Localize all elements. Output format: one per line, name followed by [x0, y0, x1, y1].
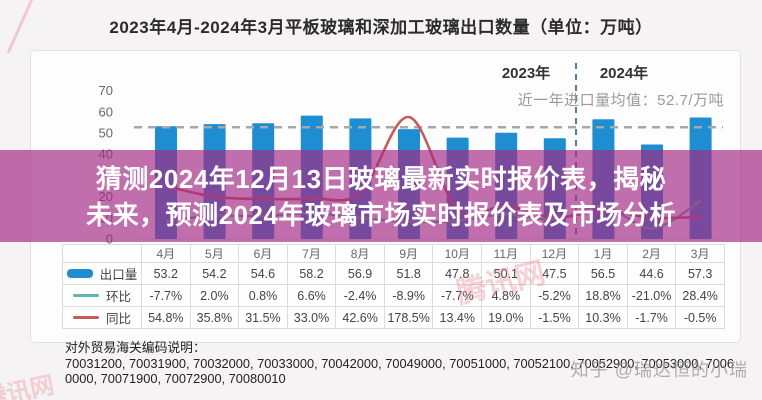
customs-codes-line-2: 0000, 70071900, 70072900, 70080010	[65, 371, 286, 386]
table-month-header-cell: 3月	[675, 244, 725, 263]
table-month-header-cell: 4月	[141, 244, 191, 263]
year-2024-label: 2024年	[599, 65, 649, 82]
export-bar-7月	[300, 115, 323, 239]
table-value-cell: -2.4%	[335, 284, 385, 307]
table-month-header-cell: 9月	[383, 244, 434, 263]
table-value-cell: 47.8	[432, 262, 483, 285]
series-name-label: 出口量	[99, 268, 138, 282]
table-value-cell: 58.2	[286, 262, 337, 285]
table-value-cell: 53.2	[141, 262, 191, 285]
page-title: 2023年4月-2024年3月平板玻璃和深加工玻璃出口数量（单位：万吨）	[109, 18, 653, 37]
yoy-line	[165, 115, 701, 220]
y-axis-tick-20: 20	[99, 189, 113, 204]
table-month-header-cell: 10月	[432, 244, 483, 263]
export-bar-12月	[543, 138, 566, 239]
export-bar-8月	[349, 118, 372, 239]
footer-note: 对外贸易海关编码说明： 70031200, 70031900, 70032000…	[65, 340, 734, 387]
table-value-cell: 2.0%	[189, 284, 240, 307]
table-value-cell: 44.6	[626, 262, 677, 285]
table-value-cell: 47.5	[529, 262, 580, 285]
table-value-cell: 56.5	[578, 262, 628, 285]
average-line-label: 近一年进口量均值：52.7/万吨	[517, 92, 724, 109]
table-value-cell: 35.8%	[189, 306, 240, 329]
table-row-mom: 环比 -7.7% 2.0% 0.8% 6.6% -2.4% -8.9% -7.7% 4.8% -5…	[62, 284, 725, 307]
export-bar-1月	[592, 119, 615, 239]
table-row-yoy: 同比 54.8% 35.8% 31.5% 33.0% 42.6% 178.5% 13.4% 19…	[62, 306, 725, 329]
series-name-label: 环比	[105, 290, 131, 304]
y-axis-tick-10: 10	[99, 210, 113, 225]
table-month-header-cell: 1月	[578, 244, 628, 263]
table-value-cell: 56.9	[335, 262, 385, 285]
table-value-cell: 51.8	[383, 262, 434, 285]
table-value-cell: 50.1	[481, 262, 531, 285]
table-row-export: 出口量 53.2 54.2 54.6 58.2 56.9 51.8 47.8 50.1 47.5 5…	[62, 262, 725, 285]
table-value-cell: 54.6	[238, 262, 288, 285]
table-value-cell: 57.3	[675, 262, 725, 285]
table-month-header-cell: 7月	[286, 244, 337, 263]
table-value-cell: 42.6%	[335, 306, 385, 329]
y-axis-tick-30: 30	[99, 168, 113, 183]
table-value-cell: 178.5%	[383, 306, 434, 329]
export-bar-10月	[446, 137, 469, 239]
export-bar-4月	[155, 126, 177, 239]
y-axis-tick-60: 60	[99, 104, 113, 119]
table-value-cell: -8.9%	[383, 284, 434, 307]
table-legend-header-cell	[62, 244, 142, 263]
bar-swatch-icon	[66, 269, 93, 278]
table-month-header-cell: 2月	[626, 244, 677, 263]
table-value-cell: -21.0%	[626, 284, 677, 307]
table-value-cell: -1.7%	[626, 306, 677, 329]
mom-line	[165, 199, 702, 230]
export-bar-11月	[495, 132, 518, 239]
table-value-cell: -7.7%	[141, 284, 191, 307]
customs-codes-line-1: 70031200, 70031900, 70032000, 70033000, …	[65, 355, 734, 371]
table-month-header-row: 4月 5月 6月 7月 8月 9月 10月 11月 12月 1月 2月 3月	[62, 244, 725, 263]
table-value-cell: 19.0%	[481, 306, 531, 329]
table-month-header-cell: 11月	[481, 244, 531, 263]
data-table: 4月 5月 6月 7月 8月 9月 10月 11月 12月 1月 2月 3月 出口量 53.2 54.2 54…	[62, 244, 725, 329]
year-2023-label: 2023年	[501, 65, 551, 82]
table-value-cell: -0.5%	[675, 306, 725, 329]
table-value-cell: 54.8%	[141, 306, 191, 329]
table-month-header-cell: 5月	[189, 244, 240, 263]
export-bar-3月	[689, 117, 712, 239]
table-value-cell: 18.8%	[578, 284, 628, 307]
table-value-cell: -1.5%	[529, 306, 580, 329]
table-value-cell: 54.2	[189, 262, 240, 285]
table-month-header-cell: 8月	[335, 244, 385, 263]
table-value-cell: 10.3%	[578, 306, 628, 329]
table-value-cell: 28.4%	[675, 284, 725, 307]
table-value-cell: -7.7%	[432, 284, 483, 307]
table-value-cell: 31.5%	[238, 306, 288, 329]
line-swatch-icon	[72, 316, 99, 319]
line-swatch-icon	[72, 294, 99, 297]
table-value-cell: 33.0%	[286, 306, 337, 329]
series-name-label: 同比	[105, 312, 131, 326]
y-axis-tick-40: 40	[99, 147, 113, 162]
table-value-cell: 6.6%	[286, 284, 337, 307]
table-month-header-cell: 6月	[238, 244, 288, 263]
table-value-cell: 13.4%	[432, 306, 483, 329]
table-legend-cell: 环比	[62, 284, 142, 307]
table-value-cell: -5.2%	[529, 284, 580, 307]
export-bar-6月	[252, 123, 275, 239]
table-value-cell: 0.8%	[238, 284, 288, 307]
export-bar-5月	[203, 124, 226, 239]
customs-code-heading: 对外贸易海关编码说明：	[65, 340, 206, 355]
y-axis-tick-70: 70	[99, 83, 113, 98]
export-bar-2月	[641, 144, 663, 239]
table-legend-cell: 出口量	[62, 262, 142, 285]
watermark-bottom-left: 腾讯网	[0, 371, 57, 400]
y-axis-tick-50: 50	[99, 126, 113, 141]
table-legend-cell: 同比	[62, 306, 142, 329]
table-month-header-cell: 12月	[529, 244, 580, 263]
table-value-cell: 4.8%	[481, 284, 531, 307]
